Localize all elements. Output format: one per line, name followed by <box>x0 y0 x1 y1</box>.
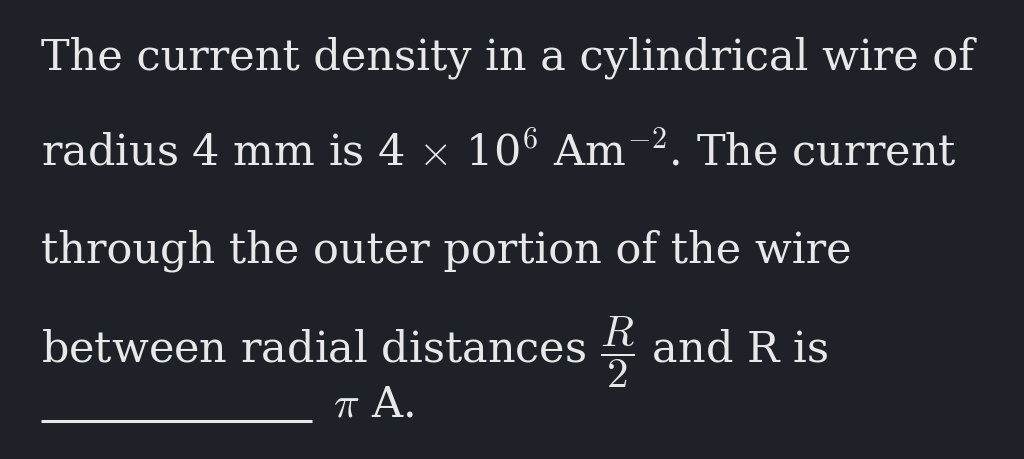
Text: $\pi$ A.: $\pi$ A. <box>333 383 414 425</box>
Text: between radial distances $\dfrac{R}{2}$ and R is: between radial distances $\dfrac{R}{2}$ … <box>41 313 828 389</box>
Text: The current density in a cylindrical wire of: The current density in a cylindrical wir… <box>41 36 974 78</box>
Text: radius 4 mm is 4 $\times$ 10$^{6}$ Am$^{-2}$. The current: radius 4 mm is 4 $\times$ 10$^{6}$ Am$^{… <box>41 133 956 175</box>
Text: through the outer portion of the wire: through the outer portion of the wire <box>41 229 852 271</box>
